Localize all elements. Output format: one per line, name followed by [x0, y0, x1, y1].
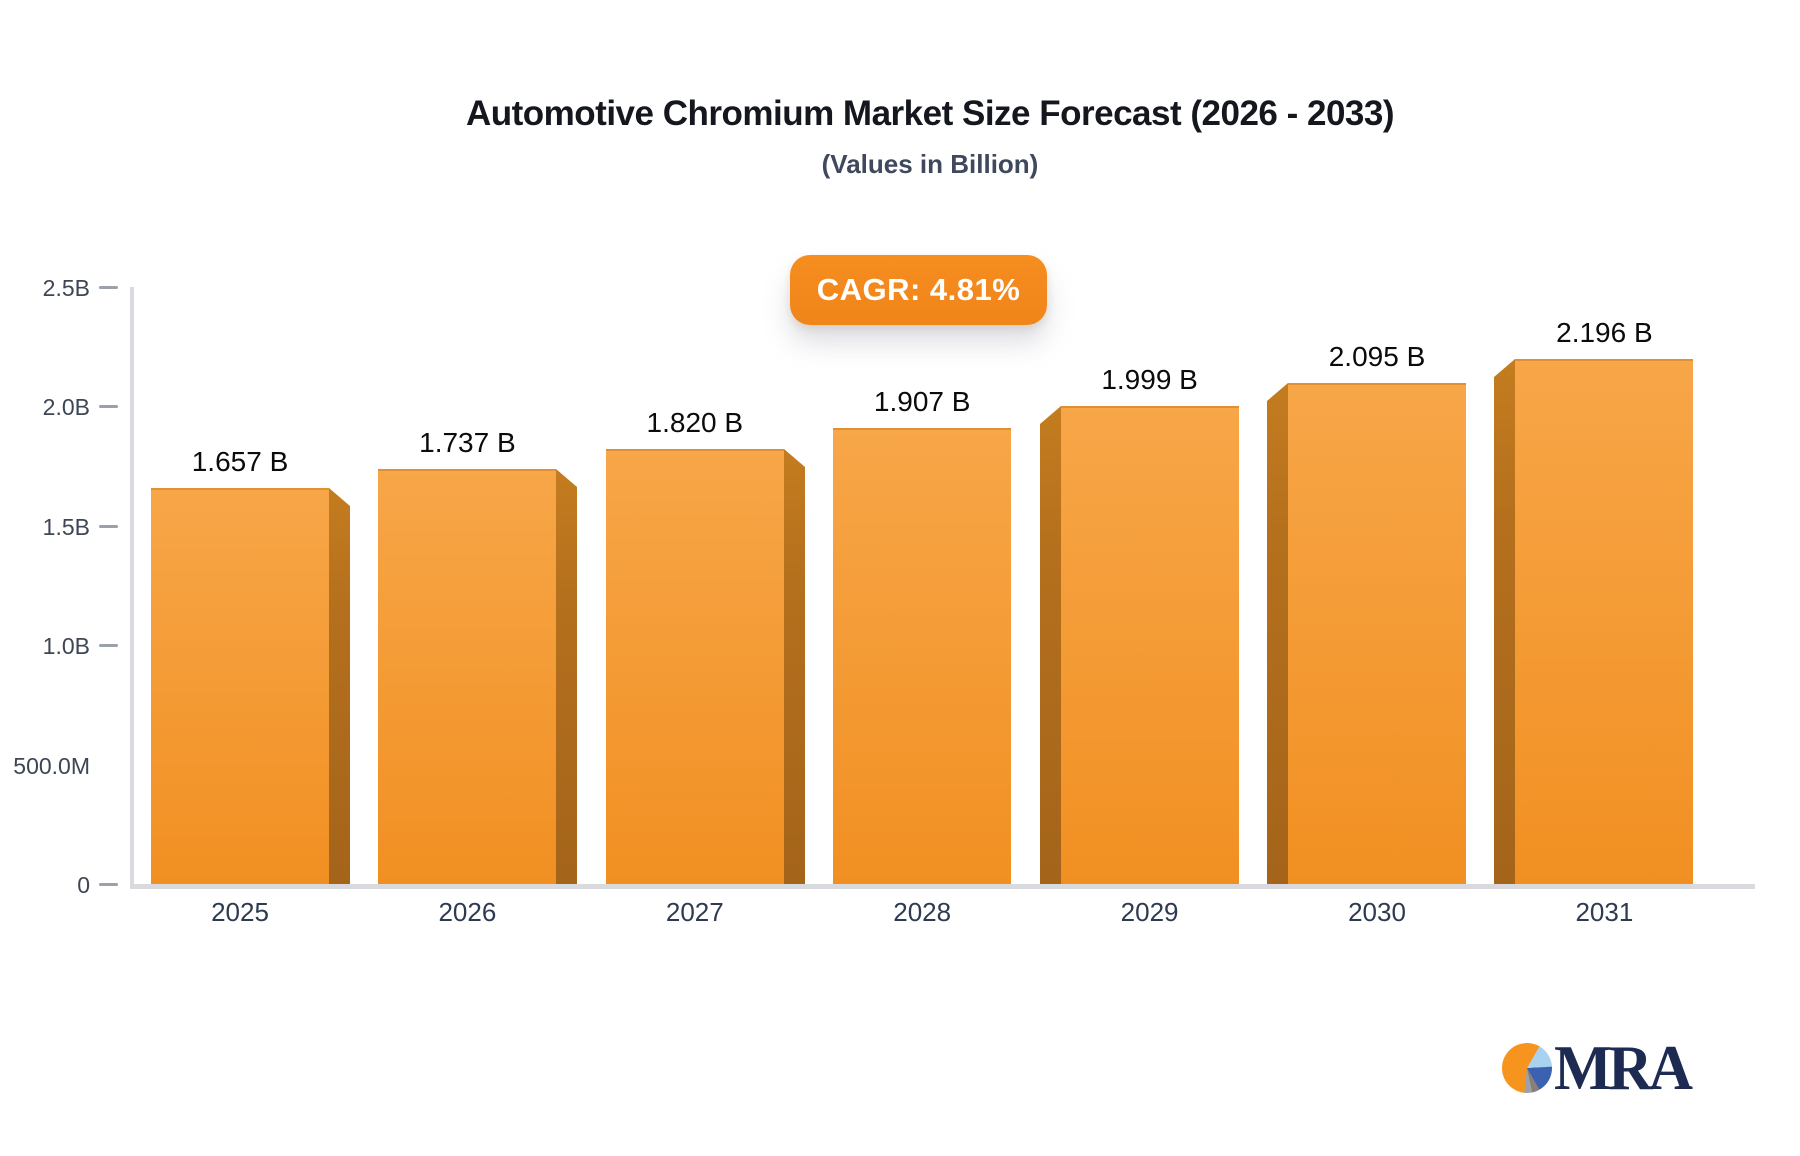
bar-side-shadow-2026: [556, 469, 577, 884]
logo-text: MRA: [1554, 1032, 1693, 1103]
bar-2029[interactable]: [1061, 406, 1239, 884]
bar-value-label-2029: 1.999 B: [1101, 364, 1198, 395]
x-axis-label-2026: 2026: [438, 897, 497, 927]
bar-value-label-2028: 1.907 B: [873, 386, 971, 417]
bar-2025[interactable]: [151, 488, 329, 884]
bar-value-label-2030: 2.095 B: [1328, 341, 1426, 372]
y-axis-tick-label: 0: [77, 872, 90, 898]
bar-2027[interactable]: [606, 449, 784, 884]
y-axis-tick-label: 2.5B: [42, 274, 90, 301]
x-axis-label-2031: 2031: [1575, 897, 1634, 927]
y-axis-tick-label: 2.0B: [42, 394, 90, 420]
y-axis-tick-label: 1.0B: [42, 633, 90, 659]
x-axis-line: [130, 884, 1755, 889]
bar-side-shadow-2031: [1494, 359, 1515, 884]
bar-side-shadow-2029: [1040, 406, 1061, 884]
bar-value-label-2027: 1.820 B: [646, 407, 744, 438]
y-axis-tick-mark: [99, 644, 118, 647]
bar-side-shadow-2030: [1267, 383, 1288, 884]
chart-title: Automotive Chromium Market Size Forecast…: [465, 94, 1395, 133]
x-axis-label-2025: 2025: [211, 897, 269, 927]
pie-chart-icon: [1502, 1043, 1552, 1093]
y-axis-line: [130, 286, 134, 888]
bar-side-shadow-2027: [784, 449, 805, 884]
x-axis-label-2029: 2029: [1120, 897, 1179, 927]
y-axis-tick-label: 500.0M: [13, 752, 90, 779]
bar-2031[interactable]: [1515, 359, 1693, 884]
mra-logo: MRA: [1502, 1032, 1695, 1103]
y-axis-tick-label: 1.5B: [42, 513, 90, 540]
y-axis-tick-mark: [99, 285, 118, 289]
bar-value-label-2025: 1.657 B: [191, 446, 289, 477]
cagr-badge: CAGR: 4.81%: [790, 255, 1047, 325]
bar-2028[interactable]: [833, 428, 1011, 884]
x-axis-label-2027: 2027: [665, 897, 724, 927]
cagr-badge-label: CAGR: 4.81%: [816, 272, 1021, 307]
y-axis-tick-mark: [99, 524, 118, 528]
bar-side-shadow-2025: [329, 488, 350, 884]
x-axis-label-2028: 2028: [893, 897, 952, 927]
y-axis-tick-mark: [99, 883, 118, 886]
x-axis-label-2030: 2030: [1348, 897, 1406, 927]
bar-2030[interactable]: [1288, 383, 1466, 884]
bar-2026[interactable]: [378, 469, 556, 884]
bar-value-label-2026: 1.737 B: [419, 427, 516, 458]
chart-subtitle: (Values in Billion): [821, 149, 1039, 179]
bar-value-label-2031: 2.196 B: [1556, 317, 1653, 348]
y-axis-tick-mark: [99, 405, 118, 408]
